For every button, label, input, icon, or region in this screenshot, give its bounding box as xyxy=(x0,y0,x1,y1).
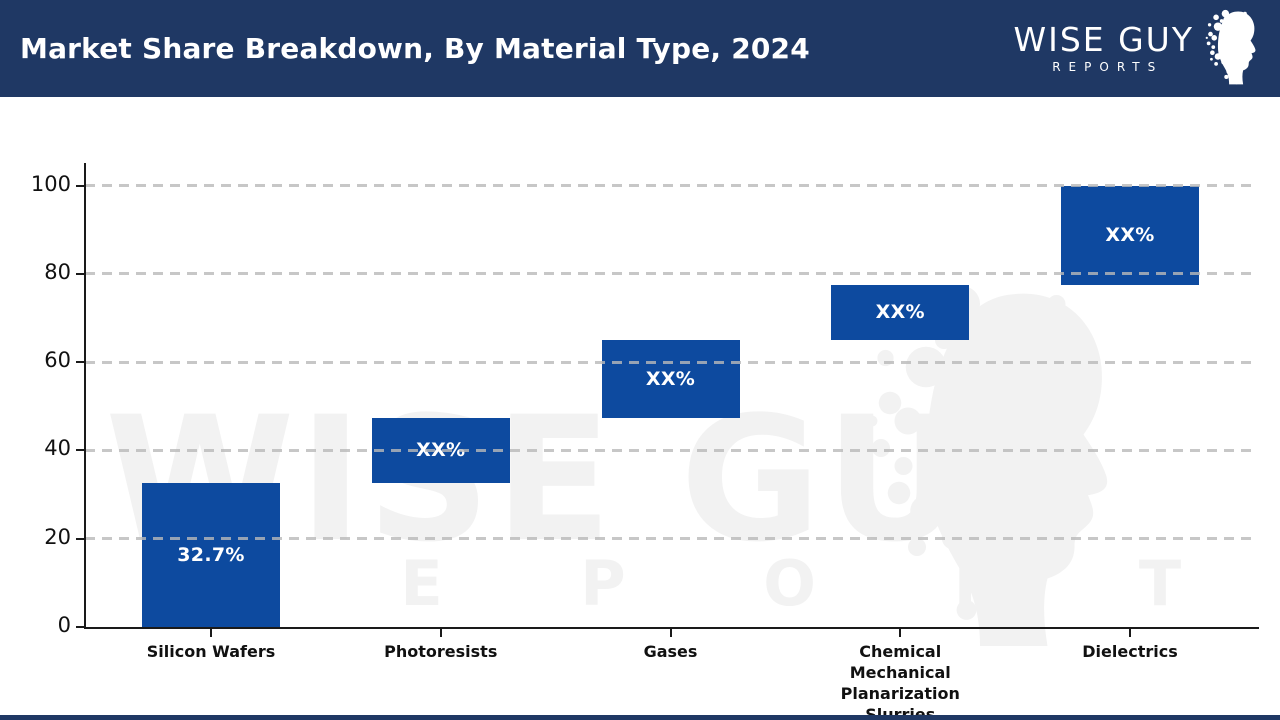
y-tick-mark xyxy=(76,184,84,187)
bar-value-label: XX% xyxy=(645,368,696,391)
x-category-label: Dielectrics xyxy=(1082,642,1178,661)
y-tick-label: 80 xyxy=(44,259,71,284)
waterfall-bar: XX% xyxy=(1061,185,1199,285)
bar-value-label: 32.7% xyxy=(177,543,245,566)
gridline xyxy=(85,448,1256,452)
x-category-label: Gases xyxy=(643,642,698,661)
logo-wordmark: WISE GUY REPORTS xyxy=(1013,20,1194,75)
header-bar: Market Share Breakdown, By Material Type… xyxy=(0,0,1280,97)
y-tick-label: 20 xyxy=(44,524,71,549)
x-tick-mark xyxy=(899,629,902,637)
page-title: Market Share Breakdown, By Material Type… xyxy=(20,32,810,65)
x-axis-line xyxy=(84,627,1259,629)
gridline xyxy=(85,360,1256,364)
waterfall-bar: 32.7% xyxy=(142,482,280,627)
watermark-subtitle: R E P O R T S xyxy=(215,547,1280,620)
x-category-label: Chemical Mechanical Planarization Slurri… xyxy=(840,642,960,715)
logo-line1: WISE GUY xyxy=(1013,20,1194,59)
waterfall-chart: WISE GUY R E P O R T S 32.7%XX%XX%XX%XX%… xyxy=(0,97,1280,715)
bar-value-label: XX% xyxy=(1105,224,1155,247)
x-category-label: Photoresists xyxy=(384,642,498,661)
footer-bar xyxy=(0,715,1280,720)
y-axis-line xyxy=(84,163,86,629)
y-tick-mark xyxy=(76,626,84,628)
gridline xyxy=(85,184,1256,188)
y-tick-label: 40 xyxy=(44,436,71,461)
gridline xyxy=(85,272,1256,276)
bar-value-label: XX% xyxy=(875,301,925,324)
x-category-label: Silicon Wafers xyxy=(146,642,276,661)
logo-head-icon xyxy=(1205,9,1256,84)
x-tick-mark xyxy=(669,629,672,637)
logo-line2: REPORTS xyxy=(1052,60,1164,74)
y-tick-label: 0 xyxy=(57,613,71,637)
x-tick-mark xyxy=(1129,629,1131,637)
x-tick-mark xyxy=(439,629,442,637)
wise-guy-logo: WISE GUY REPORTS xyxy=(1013,8,1280,90)
y-tick-mark xyxy=(76,449,84,452)
gridline xyxy=(85,537,1256,541)
y-tick-mark xyxy=(76,361,84,364)
y-tick-mark xyxy=(76,272,84,275)
y-tick-mark xyxy=(76,537,84,540)
y-tick-label: 60 xyxy=(44,348,71,373)
waterfall-bar: XX% xyxy=(601,340,740,419)
waterfall-bar: XX% xyxy=(831,284,970,341)
y-tick-label: 100 xyxy=(30,171,71,196)
x-tick-mark xyxy=(210,629,212,637)
